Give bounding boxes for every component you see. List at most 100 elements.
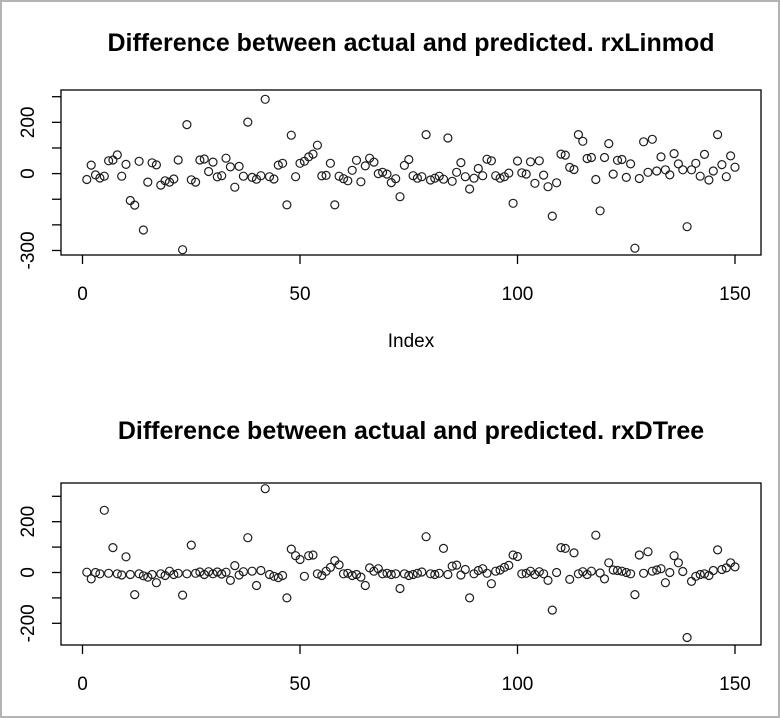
data-point (178, 245, 188, 255)
data-point (399, 569, 409, 579)
data-point (452, 560, 462, 570)
data-point (599, 152, 610, 163)
data-point (325, 158, 335, 168)
data-point (673, 159, 684, 169)
data-point (634, 550, 644, 560)
data-point (134, 569, 144, 579)
data-point (351, 155, 362, 165)
data-point (199, 154, 209, 164)
data-point (447, 561, 457, 571)
data-point (578, 136, 588, 146)
data-point (412, 568, 422, 578)
data-point (208, 569, 218, 579)
data-point (217, 171, 227, 181)
data-point (691, 158, 701, 168)
data-point (356, 177, 366, 187)
data-point (238, 171, 248, 181)
y-tick-label: -200 (18, 604, 39, 642)
data-point (282, 200, 292, 210)
x-tick-label: 50 (289, 284, 310, 305)
data-point (691, 571, 701, 581)
data-point (282, 593, 292, 603)
data-point (586, 566, 597, 576)
data-point (695, 171, 705, 181)
data-point (665, 567, 675, 578)
data-point (560, 543, 570, 554)
x-tick-label: 50 (289, 674, 310, 695)
data-point (699, 149, 710, 159)
data-point (312, 140, 322, 150)
data-point (430, 569, 440, 580)
data-point (247, 172, 257, 182)
data-point (347, 570, 357, 581)
data-point (138, 571, 148, 581)
x-tick-label: 0 (77, 284, 88, 305)
data-point (338, 174, 349, 184)
data-point (630, 243, 640, 253)
data-point (538, 569, 549, 579)
data-point (604, 139, 614, 149)
data-point (412, 173, 422, 183)
data-point (225, 575, 235, 586)
data-point (404, 154, 414, 165)
data-point (260, 94, 270, 104)
data-point (103, 568, 114, 578)
data-point (156, 569, 166, 579)
data-point (686, 576, 697, 587)
data-point (712, 545, 723, 555)
data-point (486, 579, 496, 589)
data-point (125, 569, 135, 580)
data-point (491, 171, 501, 181)
data-point (586, 152, 597, 163)
data-point (630, 589, 640, 600)
data-point (178, 590, 188, 600)
data-point (556, 542, 566, 553)
data-point (112, 569, 122, 579)
x-tick-label: 0 (77, 674, 88, 695)
data-point (286, 544, 296, 554)
data-point (334, 171, 344, 181)
data-point (465, 184, 475, 194)
data-point (273, 572, 283, 583)
data-point (565, 574, 575, 585)
data-point (151, 578, 161, 588)
data-point (395, 192, 405, 202)
data-point (460, 564, 470, 575)
data-point (543, 575, 553, 586)
data-point (278, 158, 288, 168)
data-point (308, 149, 318, 159)
data-point (547, 211, 557, 221)
data-point (234, 161, 244, 171)
data-point (582, 153, 592, 164)
data-point (186, 540, 196, 550)
data-point (421, 130, 431, 140)
data-point (186, 175, 196, 185)
data-point (299, 571, 309, 581)
data-point (117, 171, 127, 181)
data-point (665, 170, 675, 180)
data-point (595, 206, 605, 216)
data-point (673, 558, 684, 568)
data-point (295, 554, 305, 565)
data-point (121, 552, 131, 562)
data-point (238, 567, 248, 577)
data-point (278, 570, 288, 581)
data-point (95, 569, 105, 579)
data-point (547, 605, 557, 615)
data-point (717, 564, 727, 575)
data-point (147, 158, 157, 168)
data-point (151, 160, 161, 170)
data-point (534, 567, 544, 577)
data-point (108, 542, 118, 553)
data-point (103, 156, 114, 166)
data-point (351, 569, 362, 580)
data-point (538, 170, 549, 180)
data-point (225, 162, 235, 172)
data-point (160, 176, 170, 186)
data-point (695, 569, 705, 580)
data-point (147, 569, 157, 580)
data-point (373, 169, 383, 179)
data-point (617, 154, 627, 165)
